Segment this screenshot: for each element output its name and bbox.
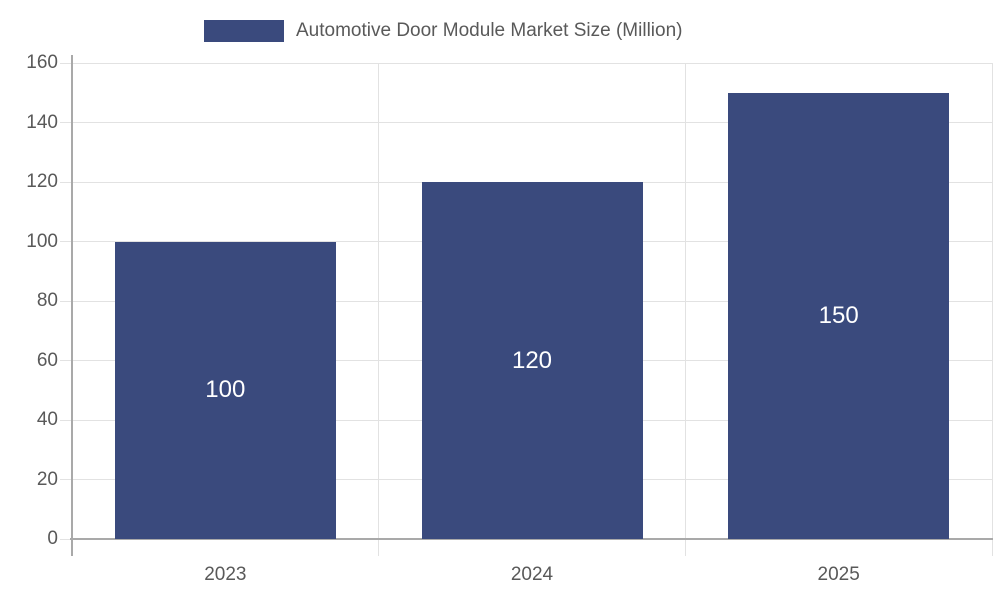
- category-boundary-line: [684, 63, 686, 556]
- bar-value-label: 150: [818, 301, 859, 329]
- bar-value-label: 120: [511, 346, 553, 374]
- y-axis-tick: [60, 300, 72, 302]
- x-axis-tick-label: 2024: [510, 564, 554, 585]
- y-axis-tick: [60, 181, 72, 183]
- x-axis-tick-label: 2025: [817, 564, 860, 585]
- y-axis-line: [71, 55, 73, 556]
- bar-value-label: 100: [205, 376, 246, 404]
- chart-legend[interactable]: Automotive Door Module Market Size (Mill…: [204, 19, 682, 43]
- y-axis-tick: [60, 122, 72, 123]
- legend-swatch-icon: [204, 20, 284, 42]
- bar-2023[interactable]: [114, 241, 336, 539]
- y-axis-tick-label: 80: [36, 290, 58, 311]
- y-axis-tick: [60, 241, 72, 242]
- y-axis-tick: [60, 538, 72, 540]
- bar-2024[interactable]: [421, 182, 643, 539]
- y-axis-tick-label: 120: [26, 171, 58, 192]
- x-axis-tick-label: 2023: [204, 564, 247, 585]
- y-axis-tick: [60, 419, 72, 421]
- y-axis-tick-label: 100: [26, 230, 58, 252]
- y-axis-tick: [60, 62, 72, 64]
- y-axis-tick-label: 60: [36, 349, 58, 371]
- y-axis-tick-label: 20: [36, 468, 58, 490]
- y-axis-tick: [60, 360, 72, 361]
- category-boundary-line: [378, 63, 380, 556]
- y-gridline: [72, 62, 992, 64]
- y-axis-tick-label: 160: [26, 52, 58, 73]
- category-boundary-line: [991, 63, 993, 556]
- y-axis-tick: [60, 479, 72, 480]
- legend-series-label: Automotive Door Module Market Size (Mill…: [296, 20, 683, 41]
- y-axis-tick-label: 0: [47, 528, 58, 549]
- x-axis-line: [70, 538, 993, 540]
- y-axis-tick-label: 140: [26, 111, 58, 133]
- y-gridline: [72, 122, 992, 123]
- y-axis-tick-label: 40: [36, 409, 58, 430]
- bar-2025[interactable]: [728, 92, 950, 539]
